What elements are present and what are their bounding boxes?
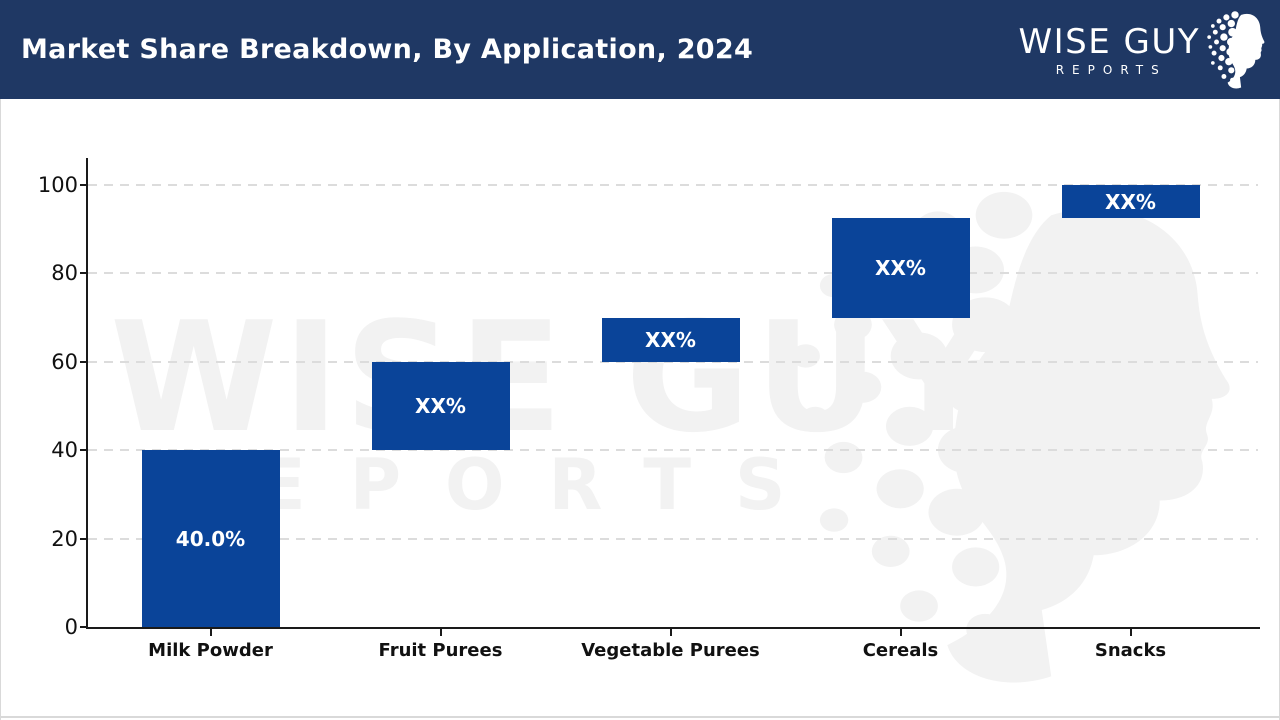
gridline (88, 449, 1258, 452)
y-axis-tick-label: 80 (51, 261, 78, 286)
gridline (88, 272, 1258, 275)
y-axis-tick (80, 360, 88, 363)
header-bar: Market Share Breakdown, By Application, … (0, 0, 1280, 99)
bar-value-label: 40.0% (175, 526, 246, 551)
y-axis-tick (80, 537, 88, 540)
gridline (88, 537, 1258, 540)
y-axis-tick-label: 0 (64, 615, 78, 639)
bar-value-label: XX% (1105, 189, 1156, 214)
y-axis-tick-label: 20 (51, 526, 78, 551)
bar-vegetable-purees: XX% (601, 317, 740, 362)
bar-value-label: XX% (415, 393, 466, 418)
bar-value-label: XX% (875, 255, 926, 280)
x-axis-tick (1129, 628, 1132, 636)
x-axis-label-snacks: Snacks (1094, 640, 1167, 661)
x-axis-label-fruit-purees: Fruit Purees (378, 640, 503, 661)
gridline (88, 184, 1258, 186)
y-axis-tick (80, 626, 88, 628)
y-axis-spine (86, 158, 88, 629)
y-axis-tick-label: 100 (37, 173, 78, 197)
x-axis-label-milk-powder: Milk Powder (148, 640, 273, 661)
y-axis-tick (80, 449, 88, 452)
x-axis-label-vegetable-purees: Vegetable Purees (581, 640, 760, 661)
y-axis-tick (80, 184, 88, 186)
watermark: WISE GUY REPORTS (0, 99, 1280, 720)
y-axis-tick-label: 60 (51, 349, 78, 374)
y-axis-tick (80, 272, 88, 275)
bottom-border (0, 716, 1280, 718)
gridline (88, 360, 1258, 363)
logo-brand-subtitle: REPORTS (1055, 62, 1167, 77)
logo-brand-name: WISE GUY (1018, 21, 1200, 62)
bar-cereals: XX% (831, 218, 970, 318)
x-axis-spine (86, 627, 1260, 629)
bar-snacks: XX% (1061, 185, 1200, 219)
bar-value-label: XX% (645, 327, 696, 352)
x-axis-label-cereals: Cereals (862, 640, 939, 661)
chart-title: Market Share Breakdown, By Application, … (21, 34, 754, 65)
x-axis-tick (209, 628, 212, 636)
left-border (0, 99, 1, 720)
y-axis-tick-label: 40 (51, 438, 78, 463)
bar-milk-powder: 40.0% (141, 450, 280, 627)
x-axis-tick (439, 628, 442, 636)
x-axis-tick (899, 628, 902, 636)
bar-fruit-purees: XX% (371, 361, 510, 451)
brand-logo: WISE GUY REPORTS (1018, 8, 1266, 92)
x-axis-tick (669, 628, 672, 636)
